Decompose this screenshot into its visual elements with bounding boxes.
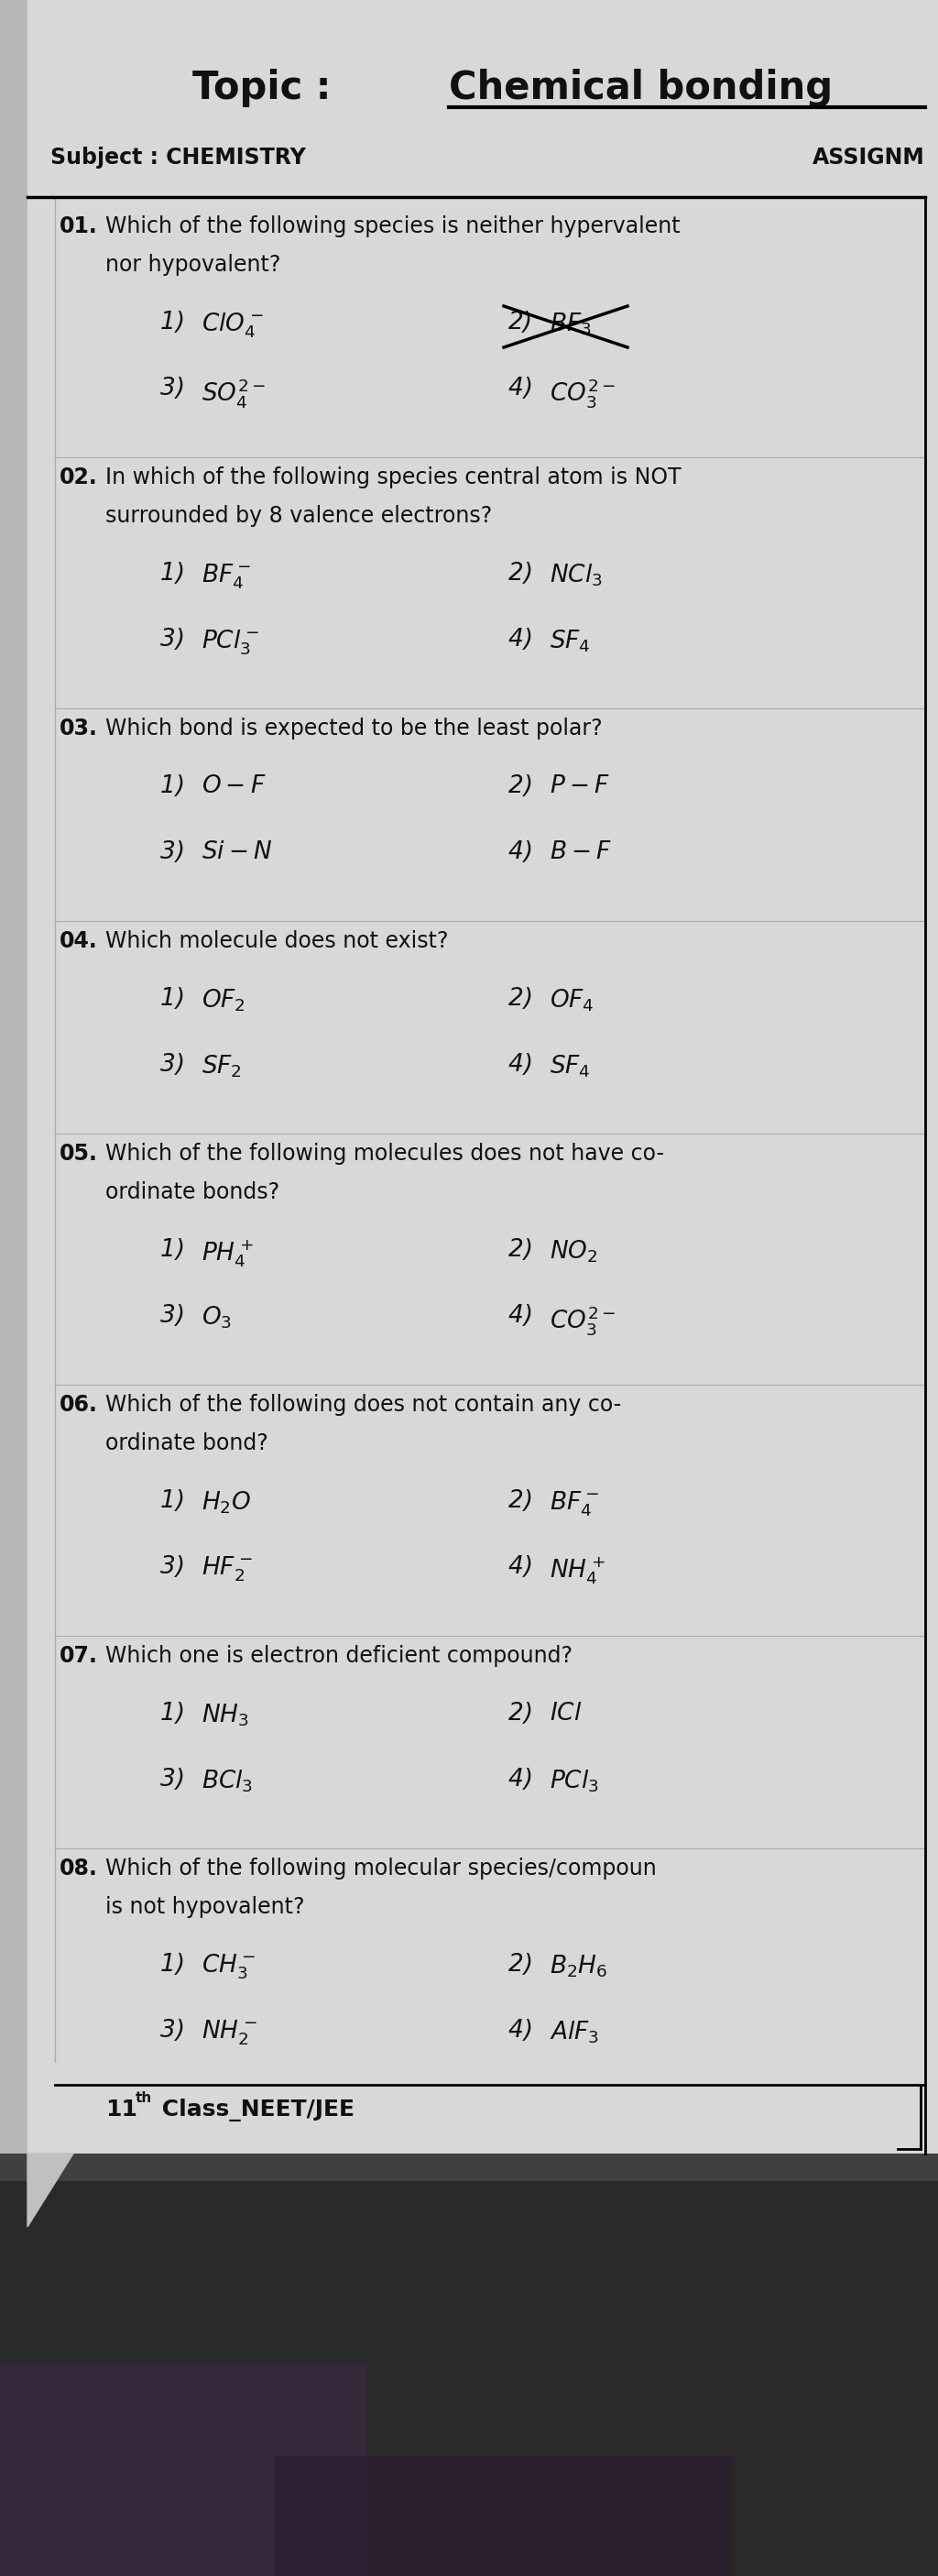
Text: Which one is electron deficient compound?: Which one is electron deficient compound… [105,1646,572,1667]
Text: 4): 4) [508,376,541,399]
Text: $ClO_4^-$: $ClO_4^-$ [202,312,264,340]
Text: $BF_4^-$: $BF_4^-$ [550,1489,599,1517]
Text: $BCl_3$: $BCl_3$ [202,1767,253,1793]
Text: Which bond is expected to be the least polar?: Which bond is expected to be the least p… [105,719,602,739]
Text: 4): 4) [508,1303,541,1327]
Text: Which of the following molecules does not have co-: Which of the following molecules does no… [105,1144,664,1164]
Text: $CO_3^{2-}$: $CO_3^{2-}$ [550,1303,615,1337]
Text: $ICl$: $ICl$ [550,1703,582,1726]
Text: 11: 11 [105,2099,137,2120]
Text: ordinate bond?: ordinate bond? [105,1432,268,1455]
Text: $NH_3$: $NH_3$ [202,1703,249,1728]
Text: 2): 2) [508,312,533,335]
Text: 3): 3) [160,629,192,652]
Text: $O-F$: $O-F$ [202,775,266,799]
Text: 2): 2) [508,987,541,1010]
Text: 2): 2) [508,775,541,799]
Bar [0,2365,367,2576]
Text: $B_2H_6$: $B_2H_6$ [550,1953,608,1978]
Bar [0,2182,938,2576]
Text: $BF_4^-$: $BF_4^-$ [202,562,251,590]
Text: In which of the following species central atom is NOT: In which of the following species centra… [105,466,681,489]
Text: $PCl_3^-$: $PCl_3^-$ [202,629,259,657]
Text: Which of the following molecular species/compoun: Which of the following molecular species… [105,1857,657,1880]
Text: $O_3$: $O_3$ [202,1303,232,1329]
Text: $PH_4^+$: $PH_4^+$ [202,1239,253,1270]
Text: 05.: 05. [59,1144,98,1164]
Text: $CH_3^-$: $CH_3^-$ [202,1953,256,1981]
Text: $BF_3$: $BF_3$ [550,312,591,337]
Text: 08.: 08. [59,1857,98,1880]
Text: 1): 1) [160,1953,192,1976]
Text: 3): 3) [160,1303,192,1327]
Text: ASSIGNM: ASSIGNM [812,147,925,167]
Text: $P-F$: $P-F$ [550,775,610,799]
Text: 07.: 07. [59,1646,98,1667]
Text: $HF_2^-$: $HF_2^-$ [202,1556,253,1584]
Bar [275,2455,733,2576]
Text: $PCl_3$: $PCl_3$ [550,1767,599,1793]
Text: 3): 3) [160,2020,192,2043]
Bar [27,0,938,2154]
Text: 2): 2) [508,1703,541,1726]
Text: $SF_4$: $SF_4$ [550,629,590,654]
Text: 1): 1) [160,1489,192,1512]
Text: Subject : CHEMISTRY: Subject : CHEMISTRY [51,147,306,167]
Text: 1): 1) [160,562,192,585]
Text: Which of the following does not contain any co-: Which of the following does not contain … [105,1394,621,1417]
Text: 06.: 06. [59,1394,98,1417]
Text: th: th [136,2092,152,2105]
Text: 02.: 02. [59,466,98,489]
Text: 4): 4) [508,1054,541,1077]
Text: 1): 1) [160,1239,192,1262]
Text: 1): 1) [160,775,192,799]
Text: 04.: 04. [59,930,98,953]
Text: 3): 3) [160,840,192,863]
Text: $NCl_3$: $NCl_3$ [550,562,602,587]
Text: Class_NEET/JEE: Class_NEET/JEE [154,2099,355,2123]
Text: $OF_4$: $OF_4$ [550,987,594,1012]
Text: Topic :: Topic : [192,70,357,108]
Bar [0,0,27,2154]
Text: 3): 3) [160,1054,192,1077]
Text: 4): 4) [508,840,541,863]
Text: 1): 1) [160,312,192,335]
Text: 03.: 03. [59,719,98,739]
Text: 3): 3) [160,1556,192,1579]
Text: 1): 1) [160,987,192,1010]
Text: $SF_2$: $SF_2$ [202,1054,242,1079]
Text: ordinate bonds?: ordinate bonds? [105,1182,280,1203]
Text: 3): 3) [160,1767,192,1790]
Text: Which molecule does not exist?: Which molecule does not exist? [105,930,448,953]
Text: 2): 2) [508,562,541,585]
Text: $NH_2^-$: $NH_2^-$ [202,2020,257,2048]
Text: nor hypovalent?: nor hypovalent? [105,255,280,276]
Text: 2): 2) [508,1489,541,1512]
Text: $SF_4$: $SF_4$ [550,1054,590,1079]
Text: Which of the following species is neither hypervalent: Which of the following species is neithe… [105,216,680,237]
Text: surrounded by 8 valence electrons?: surrounded by 8 valence electrons? [105,505,492,528]
Text: 01.: 01. [59,216,98,237]
Text: $H_2O$: $H_2O$ [202,1489,251,1515]
Text: $B-F$: $B-F$ [550,840,612,863]
Text: 4): 4) [508,1767,541,1790]
Text: is not hypovalent?: is not hypovalent? [105,1896,305,1919]
Text: 3): 3) [160,376,192,399]
Text: $NO_2$: $NO_2$ [550,1239,598,1265]
Text: 4): 4) [508,1556,541,1579]
Text: $SO_4^{2-}$: $SO_4^{2-}$ [202,376,266,410]
Text: 2): 2) [508,1239,541,1262]
Text: 2): 2) [508,1953,541,1976]
Text: 4): 4) [508,629,541,652]
Text: $NH_4^+$: $NH_4^+$ [550,1556,605,1587]
Text: $AlF_3$: $AlF_3$ [550,2020,599,2045]
Text: 1): 1) [160,1703,192,1726]
Text: $Si-N$: $Si-N$ [202,840,272,863]
Text: 4): 4) [508,2020,541,2043]
Text: Chemical bonding: Chemical bonding [449,70,833,108]
Text: $CO_3^{2-}$: $CO_3^{2-}$ [550,376,615,410]
Polygon shape [27,2154,73,2226]
Text: $OF_2$: $OF_2$ [202,987,246,1012]
